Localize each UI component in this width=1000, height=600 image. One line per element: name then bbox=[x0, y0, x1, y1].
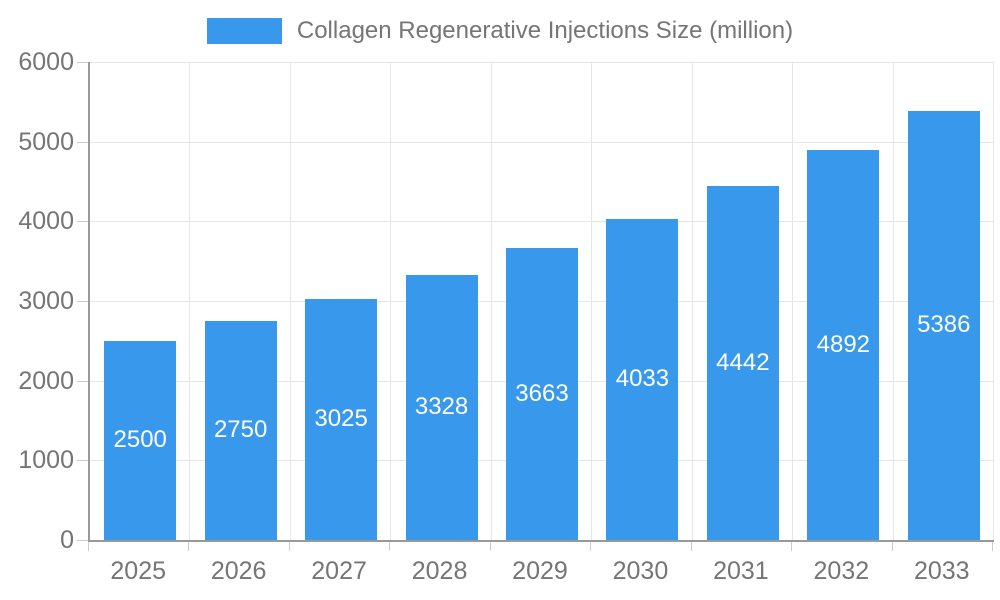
bar-value-label: 2500 bbox=[113, 426, 167, 454]
plot-area: 2500 2750 3025 3328 3663 4033 4442 4892 5386 bbox=[88, 62, 994, 542]
bar-value-label: 4892 bbox=[816, 331, 871, 359]
bar-value-label: 4033 bbox=[615, 365, 670, 393]
x-axis-label: 2033 bbox=[913, 557, 970, 585]
bar[interactable]: 5386 bbox=[907, 110, 980, 540]
y-axis-label: 3000 bbox=[18, 287, 74, 315]
y-axis-label: 2000 bbox=[18, 366, 74, 395]
x-gridline bbox=[390, 62, 392, 540]
x-axis-tick bbox=[389, 542, 391, 551]
y-axis-tick bbox=[77, 460, 88, 462]
bar[interactable]: 4442 bbox=[706, 186, 779, 540]
x-axis-tick bbox=[891, 542, 893, 551]
x-axis-tick bbox=[791, 542, 793, 551]
x-gridline bbox=[189, 62, 191, 540]
x-gridline bbox=[691, 62, 693, 540]
bar-value-label: 2750 bbox=[213, 416, 268, 444]
x-axis-label: 2025 bbox=[110, 557, 167, 585]
legend-label: Collagen Regenerative Injections Size (m… bbox=[296, 17, 794, 44]
x-axis-label: 2032 bbox=[813, 557, 870, 585]
y-gridline bbox=[90, 62, 994, 63]
y-axis-label: 0 bbox=[60, 526, 74, 554]
bar[interactable]: 3663 bbox=[506, 248, 578, 540]
y-axis-label: 5000 bbox=[18, 127, 74, 156]
x-axis-label: 2028 bbox=[411, 557, 468, 585]
x-gridline bbox=[792, 62, 794, 540]
bar[interactable]: 2750 bbox=[204, 320, 277, 540]
x-axis-tick bbox=[188, 542, 190, 551]
y-axis-tick bbox=[77, 141, 88, 143]
y-axis-tick bbox=[77, 301, 88, 302]
bar[interactable]: 3328 bbox=[405, 274, 478, 540]
x-axis-tick bbox=[690, 542, 692, 551]
x-axis-tick bbox=[88, 542, 89, 551]
x-axis-label: 2031 bbox=[713, 557, 769, 585]
x-axis-tick bbox=[489, 542, 491, 551]
x-axis-label: 2026 bbox=[210, 557, 267, 585]
y-axis-tick bbox=[77, 62, 88, 63]
y-gridline bbox=[90, 141, 994, 143]
x-axis-tick bbox=[992, 542, 993, 551]
legend-swatch bbox=[206, 18, 282, 44]
bar[interactable]: 3025 bbox=[305, 299, 378, 540]
bar-value-label: 3328 bbox=[414, 393, 469, 421]
bar[interactable]: 4892 bbox=[807, 150, 880, 540]
y-gridline bbox=[90, 221, 994, 223]
bar-value-label: 4442 bbox=[716, 349, 770, 377]
y-axis-tick bbox=[77, 540, 88, 541]
bar-value-label: 3025 bbox=[314, 405, 368, 433]
y-axis-label: 6000 bbox=[18, 48, 74, 76]
x-axis-label: 2027 bbox=[311, 557, 367, 585]
y-axis-label: 4000 bbox=[18, 207, 74, 236]
x-axis-tick bbox=[590, 542, 592, 551]
x-axis-label: 2029 bbox=[512, 557, 568, 585]
x-gridline bbox=[892, 62, 894, 540]
bar[interactable]: 4033 bbox=[606, 218, 679, 540]
bar-value-label: 5386 bbox=[917, 311, 971, 339]
x-gridline bbox=[993, 62, 994, 540]
x-gridline bbox=[490, 62, 492, 540]
chart-legend[interactable]: Collagen Regenerative Injections Size (m… bbox=[0, 17, 1000, 45]
y-axis-label: 1000 bbox=[18, 446, 74, 475]
x-axis-tick bbox=[288, 542, 290, 551]
x-gridline bbox=[591, 62, 593, 540]
bar[interactable]: 2500 bbox=[104, 340, 177, 540]
y-axis-tick bbox=[77, 221, 88, 223]
y-axis-tick bbox=[77, 380, 88, 382]
bar-value-label: 3663 bbox=[515, 380, 569, 408]
x-gridline bbox=[289, 62, 291, 540]
x-axis-label: 2030 bbox=[612, 557, 669, 585]
